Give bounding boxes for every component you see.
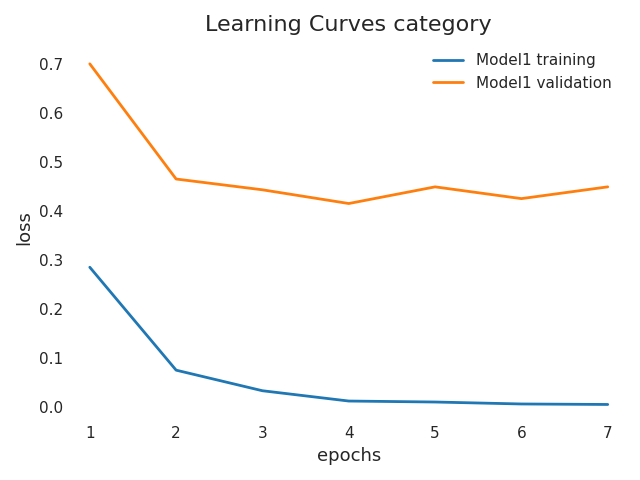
- Model1 training: [431, 399, 439, 405]
- Model1 validation: [431, 184, 439, 190]
- Model1 validation: [604, 184, 612, 190]
- Model1 validation: [86, 61, 93, 67]
- Model1 training: [259, 388, 266, 394]
- Title: Learning Curves category: Learning Curves category: [205, 15, 492, 35]
- X-axis label: epochs: epochs: [317, 447, 381, 465]
- Legend: Model1 training, Model1 validation: Model1 training, Model1 validation: [427, 47, 618, 97]
- Model1 validation: [172, 176, 180, 182]
- Model1 validation: [259, 187, 266, 192]
- Line: Model1 training: Model1 training: [90, 267, 608, 405]
- Line: Model1 validation: Model1 validation: [90, 64, 608, 204]
- Model1 training: [604, 402, 612, 408]
- Model1 training: [345, 398, 353, 404]
- Y-axis label: loss: loss: [15, 211, 33, 245]
- Model1 validation: [345, 201, 353, 206]
- Model1 training: [518, 401, 525, 407]
- Model1 validation: [518, 196, 525, 202]
- Model1 training: [86, 264, 93, 270]
- Model1 training: [172, 367, 180, 373]
